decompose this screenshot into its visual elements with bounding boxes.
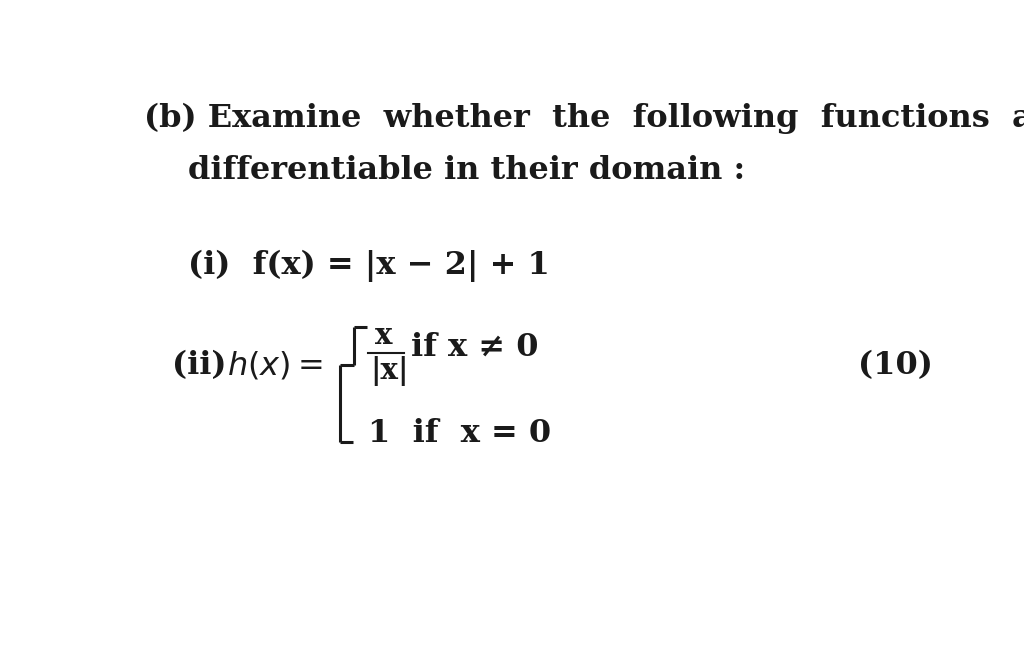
Text: (i)  f(x) = |x − 2| + 1: (i) f(x) = |x − 2| + 1 <box>187 249 550 281</box>
Text: $h(x) =$: $h(x) =$ <box>227 349 323 381</box>
Text: (b) Examine  whether  the  following  functions  are: (b) Examine whether the following functi… <box>143 103 1024 134</box>
Text: |x|: |x| <box>370 356 409 386</box>
Text: differentiable in their domain :: differentiable in their domain : <box>187 155 744 185</box>
Text: (10): (10) <box>858 350 933 381</box>
Text: if x ≠ 0: if x ≠ 0 <box>411 331 538 363</box>
Text: 1  if  x = 0: 1 if x = 0 <box>368 418 551 449</box>
Text: x: x <box>375 321 392 350</box>
Text: (ii): (ii) <box>172 350 226 381</box>
